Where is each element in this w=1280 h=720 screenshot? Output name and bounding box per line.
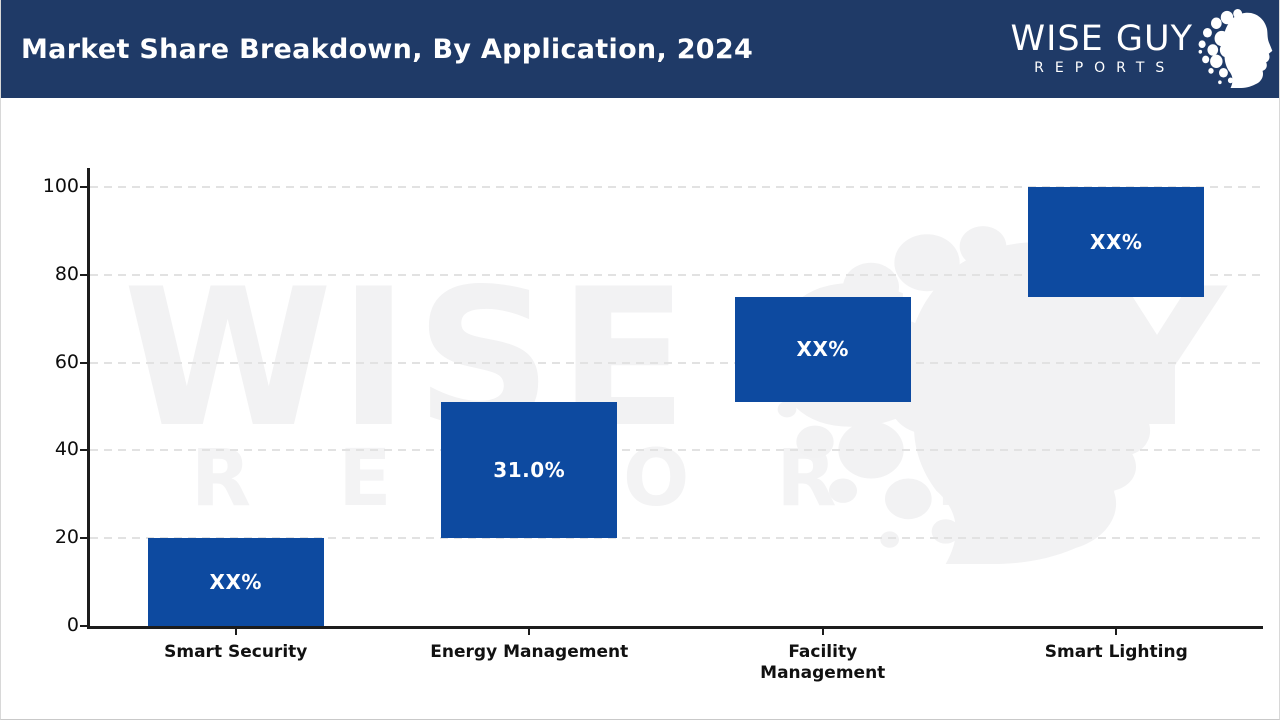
- gridline: [90, 273, 1263, 276]
- y-tick-label: 20: [54, 526, 79, 549]
- gridline: [90, 537, 1263, 540]
- bar-segment: XX%: [1028, 187, 1205, 297]
- bar-value-label: XX%: [209, 570, 262, 595]
- header-bar: Market Share Breakdown, By Application, …: [1, 0, 1279, 98]
- logo-subtitle: REPORTS: [1034, 59, 1176, 76]
- bar-segment: XX%: [147, 538, 324, 626]
- logo-wordmark: WISE GUY: [1010, 19, 1193, 60]
- page-title: Market Share Breakdown, By Application, …: [21, 33, 754, 65]
- y-axis: [87, 168, 90, 629]
- y-tick-label: 100: [42, 175, 79, 197]
- category-label: Smart Lighting: [1044, 642, 1188, 662]
- bar-segment: XX%: [734, 296, 911, 403]
- category-label: Energy Management: [430, 642, 629, 662]
- logo-text: WISE GUY REPORTS: [1010, 20, 1193, 76]
- y-tick-mark: [80, 361, 88, 364]
- bar-value-label: XX%: [796, 337, 849, 362]
- y-tick-mark: [80, 537, 88, 540]
- wise-guy-logo: WISE GUY REPORTS: [1010, 8, 1275, 88]
- category-label: Smart Security: [164, 642, 308, 662]
- y-tick-mark: [80, 273, 88, 276]
- y-tick-label: 60: [54, 350, 79, 373]
- y-tick-label: 80: [54, 262, 79, 285]
- category-label: Facility Management: [760, 642, 886, 684]
- y-tick-mark: [80, 625, 88, 627]
- bar-value-label: 31.0%: [493, 458, 566, 483]
- y-tick-label: 0: [66, 614, 79, 636]
- chart-area: WISE GUY R E P O R T S 0 20 40 60 80 100 XX% Sm…: [1, 98, 1279, 719]
- y-tick-mark: [80, 449, 88, 452]
- gridline: [90, 361, 1263, 364]
- logo-head-icon: [1195, 8, 1275, 88]
- x-tick-mark: [821, 629, 824, 635]
- y-tick-mark: [80, 186, 88, 188]
- x-tick-mark: [234, 629, 237, 635]
- bar-value-label: XX%: [1090, 229, 1143, 254]
- gridline: [90, 449, 1263, 452]
- plot-area: 0 20 40 60 80 100 XX% Smart Security 31.0% Energy…: [1, 98, 1279, 719]
- x-tick-mark: [1115, 629, 1118, 635]
- gridline: [90, 186, 1263, 188]
- x-axis: [87, 626, 1263, 629]
- y-tick-label: 40: [54, 438, 79, 461]
- x-tick-mark: [528, 629, 531, 635]
- bar-segment: 31.0%: [441, 402, 618, 539]
